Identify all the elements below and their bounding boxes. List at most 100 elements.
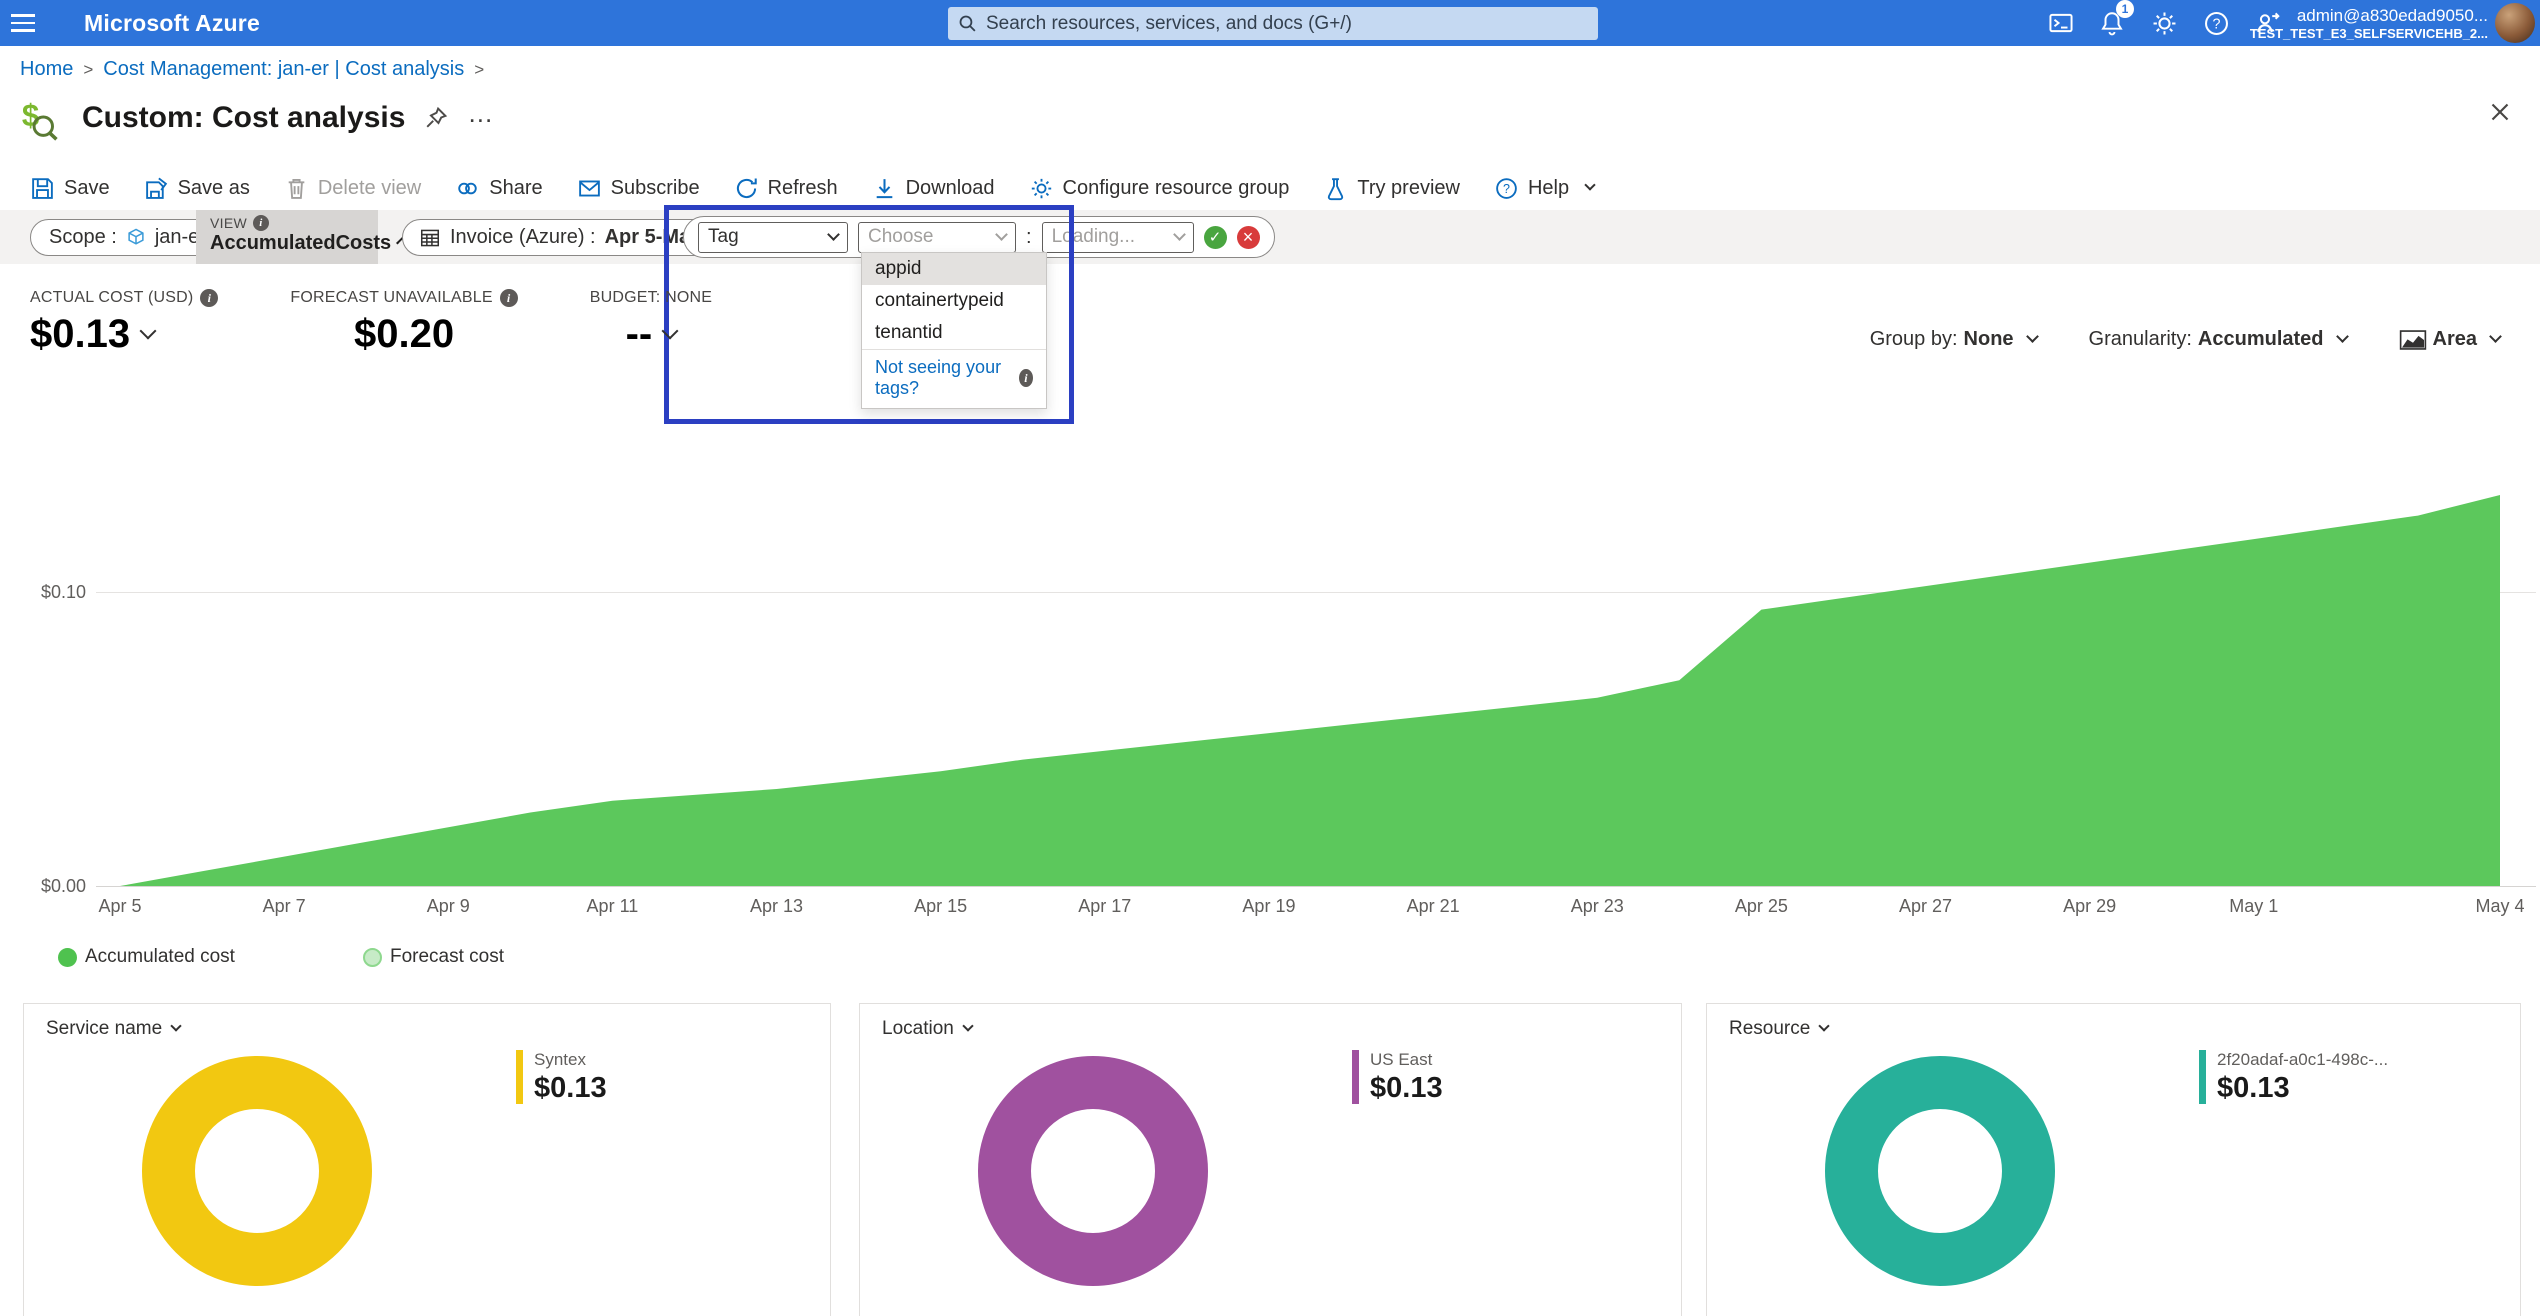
legend-name: 2f20adaf-a0c1-498c-... [2217, 1050, 2389, 1069]
breadcrumb-cost-management-link[interactable]: Cost Management: jan-er | Cost analysis [103, 58, 465, 80]
x-axis-tick: May 1 [2229, 896, 2279, 916]
x-axis-tick: Apr 23 [1570, 896, 1624, 916]
resource-card: Resource 2f20adaf-a0c1-498c-... $0.13 [1706, 1003, 2521, 1316]
resource-pivot-select[interactable]: Resource [1729, 1018, 1830, 1040]
x-axis: Apr 5 Apr 7 Apr 9 Apr 11 Apr 13 Apr 15 Apr 17 A… [0, 896, 2540, 924]
donut-legend: 2f20adaf-a0c1-498c-... $0.13 [2199, 1050, 2388, 1105]
save-as-button[interactable]: Save as [144, 176, 250, 201]
gridline [96, 592, 2536, 593]
scope-label: Scope : [49, 226, 117, 248]
chevron-down-icon [2335, 330, 2349, 343]
dropdown-item-tenantid[interactable]: tenantid [875, 322, 943, 343]
group-by-select[interactable]: Group by: None [1870, 328, 2039, 351]
tag-value-select[interactable]: Loading... [1041, 221, 1194, 253]
search-input[interactable] [948, 7, 1598, 40]
invoice-label: Invoice (Azure) : [450, 226, 596, 248]
budget-metric[interactable]: BUDGET: NONE -- [589, 289, 713, 356]
x-axis-tick: Apr 15 [914, 896, 968, 916]
info-icon[interactable]: i [252, 215, 269, 231]
legend-dot [362, 947, 382, 967]
cube-icon [128, 228, 144, 245]
info-icon[interactable]: i [499, 289, 518, 307]
share-button[interactable]: Share [455, 176, 543, 201]
notification-badge: 1 [2116, 0, 2134, 18]
x-axis-tick: Apr 27 [1898, 896, 1953, 916]
subscribe-button[interactable]: Subscribe [577, 176, 700, 201]
delete-view-button: Delete view [284, 176, 421, 201]
chevron-down-icon [1818, 1020, 1830, 1032]
account-email: admin@a830edad9050... [2296, 6, 2488, 25]
x-axis-tick: Apr 11 [586, 896, 639, 916]
breadcrumb-home-link[interactable]: Home [20, 58, 74, 80]
close-page-icon[interactable] [2488, 100, 2512, 124]
view-value: AccumulatedCosts [210, 232, 392, 254]
help-icon[interactable]: ? [2198, 6, 2234, 40]
location-pivot-select[interactable]: Location [882, 1018, 974, 1040]
info-icon[interactable]: i [1018, 369, 1033, 387]
tag-key-select[interactable]: Choose [858, 221, 1016, 253]
azure-top-bar: Microsoft Azure 1 ? [0, 0, 2540, 46]
area-chart-icon [2399, 329, 2426, 350]
breadcrumb-separator-icon: > [83, 59, 94, 79]
pin-icon[interactable] [423, 105, 449, 131]
more-options-icon[interactable]: … [467, 97, 496, 128]
service-name-card: Service name Syntex $0.13 [23, 1003, 831, 1316]
chevron-down-icon [1172, 227, 1186, 241]
view-selector[interactable]: VIEW i AccumulatedCosts [196, 210, 405, 264]
download-button[interactable]: Download [872, 176, 995, 201]
legend-color-bar [1352, 1050, 1359, 1104]
donut-legend: US East $0.13 [1352, 1050, 1443, 1105]
remove-filter-x-icon[interactable]: × [1236, 225, 1260, 249]
configure-resource-group-button[interactable]: Configure resource group [1029, 176, 1289, 201]
apply-filter-check-icon[interactable]: ✓ [1203, 225, 1227, 249]
svg-text:$: $ [22, 98, 39, 133]
filter-type-select[interactable]: Tag [698, 221, 848, 253]
not-seeing-tags-link[interactable]: Not seeing your tags? i [862, 349, 1046, 408]
x-axis-tick: Apr 21 [1406, 896, 1460, 916]
notifications-bell-icon[interactable]: 1 [2094, 0, 2134, 40]
tag-filter-pill: Tag Choose : Loading... ✓ × [683, 216, 1275, 258]
x-axis-tick: Apr 7 [262, 896, 306, 916]
legend-color-bar [2199, 1050, 2206, 1104]
cost-analysis-icon: $ [22, 98, 58, 141]
refresh-button[interactable]: Refresh [734, 176, 838, 201]
hamburger-menu-icon[interactable] [0, 0, 46, 46]
settings-gear-icon[interactable] [2146, 6, 2182, 40]
account-info[interactable]: admin@a830edad9050... TEST_TEST_E3_SELFS… [2250, 5, 2488, 43]
location-donut-chart[interactable] [978, 1056, 1208, 1286]
service-name-pivot-select[interactable]: Service name [46, 1018, 182, 1040]
cost-metrics: ACTUAL COST (USD) i $0.13 FORECAST UNAVA… [30, 289, 712, 357]
actual-cost-metric[interactable]: ACTUAL COST (USD) i $0.13 [30, 289, 219, 357]
x-axis-tick: May 4 [2475, 896, 2525, 916]
chevron-down-icon [170, 1020, 182, 1032]
svg-text:?: ? [1503, 182, 1510, 196]
legend-dot [58, 947, 77, 967]
tag-key-dropdown-menu: appid containertypeid tenantid Not seein… [861, 252, 1047, 409]
accumulated-cost-area-chart[interactable] [0, 460, 2540, 890]
chevron-down-icon [827, 227, 840, 241]
dropdown-item-appid[interactable]: appid [862, 253, 1046, 285]
legend-accumulated-cost[interactable]: Accumulated cost [58, 946, 235, 968]
chart-type-select[interactable]: Area [2399, 328, 2502, 351]
chevron-down-icon [139, 322, 157, 339]
dropdown-item-containertypeid[interactable]: containertypeid [875, 290, 1004, 311]
x-axis-line [96, 886, 2536, 887]
resource-donut-chart[interactable] [1825, 1056, 2055, 1286]
forecast-metric: FORECAST UNAVAILABLE i $0.20 [290, 289, 518, 357]
x-axis-tick: Apr 13 [750, 896, 804, 916]
filter-separator: : [1026, 225, 1032, 248]
feedback-icon[interactable] [2249, 6, 2285, 40]
legend-forecast-cost[interactable]: Forecast cost [362, 946, 504, 968]
account-tenant: TEST_TEST_E3_SELFSERVICEHB_2... [2249, 26, 2488, 42]
info-icon[interactable]: i [200, 289, 219, 307]
avatar[interactable] [2495, 3, 2535, 43]
help-menu-button[interactable]: ? Help [1494, 176, 1596, 201]
area-series [120, 495, 2500, 886]
x-axis-tick: Apr 5 [98, 896, 142, 916]
service-name-donut-chart[interactable] [142, 1056, 372, 1286]
legend-value: $0.13 [2217, 1072, 2290, 1104]
try-preview-button[interactable]: Try preview [1323, 176, 1460, 201]
save-button[interactable]: Save [30, 176, 110, 201]
cloud-shell-icon[interactable] [2043, 6, 2079, 40]
granularity-select[interactable]: Granularity: Accumulated [2089, 328, 2349, 351]
